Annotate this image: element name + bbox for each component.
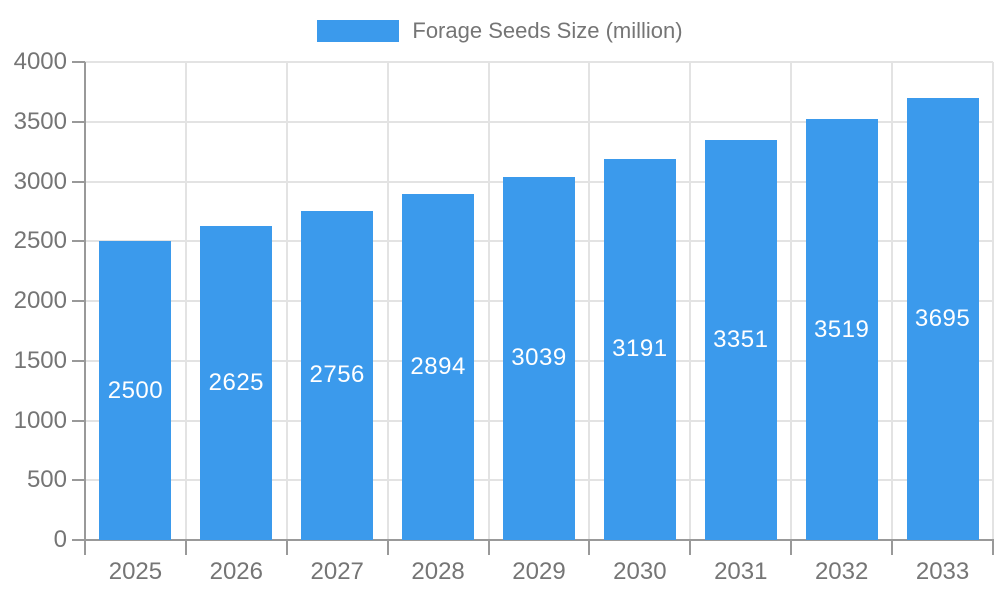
gridline-vertical [891,62,894,540]
y-axis-tick [72,479,85,482]
y-axis-tick [72,61,85,63]
bar-2028[interactable]: 2894 [402,194,475,540]
x-axis-tick [84,540,86,555]
bar-value-label: 2894 [410,353,466,381]
x-axis-tick [184,540,187,555]
bar-value-label: 3519 [813,315,870,343]
gridline-horizontal [85,120,993,123]
legend-item[interactable]: Forage Seeds Size (million) [317,18,683,44]
gridline-vertical [992,62,994,540]
bar-2031[interactable]: 3351 [704,139,777,540]
bar-2030[interactable]: 3191 [603,158,676,540]
y-axis-tick-label: 1500 [13,346,67,374]
legend-label: Forage Seeds Size (million) [412,18,683,43]
gridline-vertical [487,62,490,540]
x-axis-label: 2027 [310,558,364,585]
gridline-vertical [588,62,591,540]
x-axis-label: 2032 [814,558,869,585]
x-axis-line [84,539,994,541]
y-axis-tick-label: 1000 [13,406,67,434]
x-axis-label: 2026 [209,558,263,585]
bar-value-label: 3191 [612,335,668,363]
x-axis-tick [689,540,692,555]
y-axis-tick [72,300,85,302]
x-axis-label: 2028 [411,558,465,585]
plot-area: 2500 2625 2756 2894 3039 3191 3351 3519 3695 [85,61,994,540]
x-axis-tick [992,540,994,555]
bar-value-label: 2756 [309,361,365,389]
y-axis-tick [72,419,85,422]
x-axis-label: 2025 [108,558,163,585]
y-axis-tick-label: 0 [53,526,67,553]
x-axis-label: 2029 [512,558,566,585]
y-axis-tick [72,359,85,362]
y-axis-tick [72,539,85,541]
y-axis-tick [72,120,85,123]
y-axis-tick-label: 2500 [13,227,67,255]
x-axis-tick [487,540,490,555]
gridline-vertical [184,62,187,540]
x-axis-tick [891,540,894,555]
gridline-vertical [285,62,288,540]
bar-value-label: 3039 [511,344,567,372]
gridline-horizontal [85,61,993,63]
bar-2026[interactable]: 2625 [200,226,273,540]
gridline-vertical [386,62,389,540]
legend: Forage Seeds Size (million) [0,18,1000,44]
x-axis-tick [285,540,288,555]
x-axis-label: 2031 [714,558,768,585]
x-axis-tick [588,540,591,555]
x-axis-tick [386,540,389,555]
bar-2032[interactable]: 3519 [805,119,878,540]
bar-2029[interactable]: 3039 [503,176,575,540]
x-axis-tick [790,540,793,555]
bar-value-label: 2500 [107,376,164,404]
y-axis-line [84,62,86,540]
bar-value-label: 2625 [208,369,265,397]
y-axis-tick [72,240,85,243]
x-axis-label: 2033 [915,558,970,585]
bar-2025[interactable]: 2500 [99,241,172,540]
legend-swatch-icon [317,20,400,42]
x-axis-label: 2030 [613,558,667,585]
y-axis-tick-label: 500 [26,466,67,494]
gridline-vertical [790,62,793,540]
y-axis-tick-label: 2000 [13,287,67,314]
y-axis-tick-label: 3000 [13,167,67,195]
bar-value-label: 3351 [713,325,769,353]
gridline-vertical [689,62,692,540]
y-axis-tick-label: 4000 [13,48,67,75]
bar-value-label: 3695 [914,305,971,333]
bar-2027[interactable]: 2756 [301,210,374,540]
bar-2033[interactable]: 3695 [906,98,979,540]
y-axis-tick [72,180,85,183]
y-axis-tick-label: 3500 [13,107,67,135]
